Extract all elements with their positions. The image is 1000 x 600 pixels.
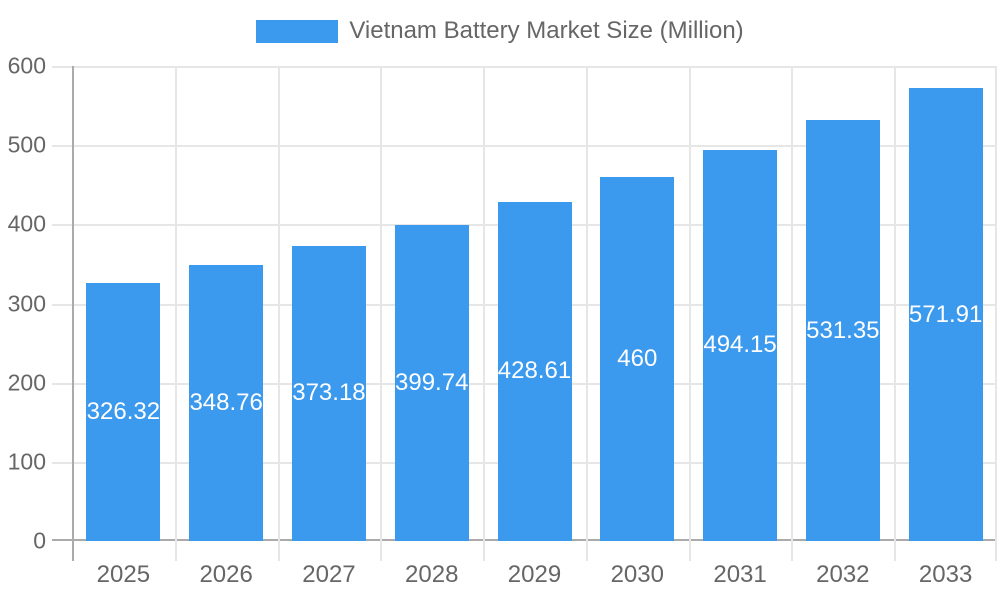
gridline-v — [791, 66, 794, 561]
x-axis-tick-label: 2027 — [302, 561, 356, 588]
y-axis-line — [72, 66, 74, 561]
bar-value-label: 571.91 — [908, 300, 983, 328]
bar-2029[interactable] — [497, 201, 572, 541]
y-axis-tick-label: 100 — [7, 448, 46, 475]
gridline-v — [277, 66, 280, 561]
gridline-v — [174, 66, 177, 561]
bar-value-label: 373.18 — [292, 379, 366, 407]
gridline-v — [894, 66, 897, 561]
gridline-v — [688, 66, 691, 561]
y-axis-tick-label: 600 — [7, 52, 46, 79]
bar-2026[interactable] — [189, 264, 264, 541]
x-axis-labels: 2025 2026 2027 2028 2029 2030 2031 2032 2033 — [72, 561, 997, 591]
x-axis-tick-label: 2033 — [918, 561, 973, 588]
bar-2027[interactable] — [291, 245, 366, 541]
x-axis-tick-label: 2026 — [199, 561, 253, 588]
bar-value-label: 326.32 — [86, 397, 161, 425]
gridline-h — [52, 145, 997, 148]
y-axis-tick-label: 400 — [7, 210, 46, 237]
gridline-v — [585, 66, 588, 561]
bar-2030[interactable] — [600, 176, 675, 541]
x-axis-tick-label: 2029 — [507, 561, 562, 588]
y-axis-tick-label: 500 — [7, 131, 46, 158]
bar-2032[interactable] — [805, 120, 880, 541]
y-axis-tick-label: 300 — [7, 290, 46, 316]
x-axis-tick-label: 2032 — [816, 561, 870, 588]
bar-2031[interactable] — [703, 149, 778, 541]
y-axis-labels: 0 100 200 300 400 500 600 — [0, 53, 46, 554]
bar-2028[interactable] — [394, 224, 469, 541]
x-axis-tick-label: 2031 — [713, 561, 767, 588]
legend-label: Vietnam Battery Market Size (Million) — [349, 17, 744, 44]
gridline-h — [52, 66, 997, 68]
bar-value-label: 494.15 — [703, 331, 777, 359]
x-axis-tick-label: 2028 — [405, 561, 459, 588]
legend-item[interactable]: Vietnam Battery Market Size (Million) — [0, 17, 1000, 45]
bar-value-label: 460 — [617, 344, 658, 372]
bar-value-label: 428.61 — [497, 357, 572, 385]
plot-area: 326.32 348.76 373.18 399.74 428.61 460 494.15 5… — [52, 66, 997, 561]
bar-value-label: 531.35 — [806, 316, 880, 344]
gridline-v — [380, 66, 383, 561]
bar-2025[interactable] — [86, 282, 161, 541]
y-axis-tick-label: 0 — [33, 527, 46, 554]
x-axis-tick-label: 2025 — [96, 561, 151, 588]
bar-value-label: 348.76 — [189, 388, 263, 416]
gridline-v — [995, 66, 997, 561]
y-axis-tick-label: 200 — [7, 369, 46, 396]
bar-2033[interactable] — [908, 88, 983, 541]
legend-swatch — [256, 19, 339, 43]
gridline-v — [483, 66, 486, 561]
x-axis-tick-label: 2030 — [610, 561, 664, 588]
bar-value-label: 399.74 — [395, 368, 469, 396]
